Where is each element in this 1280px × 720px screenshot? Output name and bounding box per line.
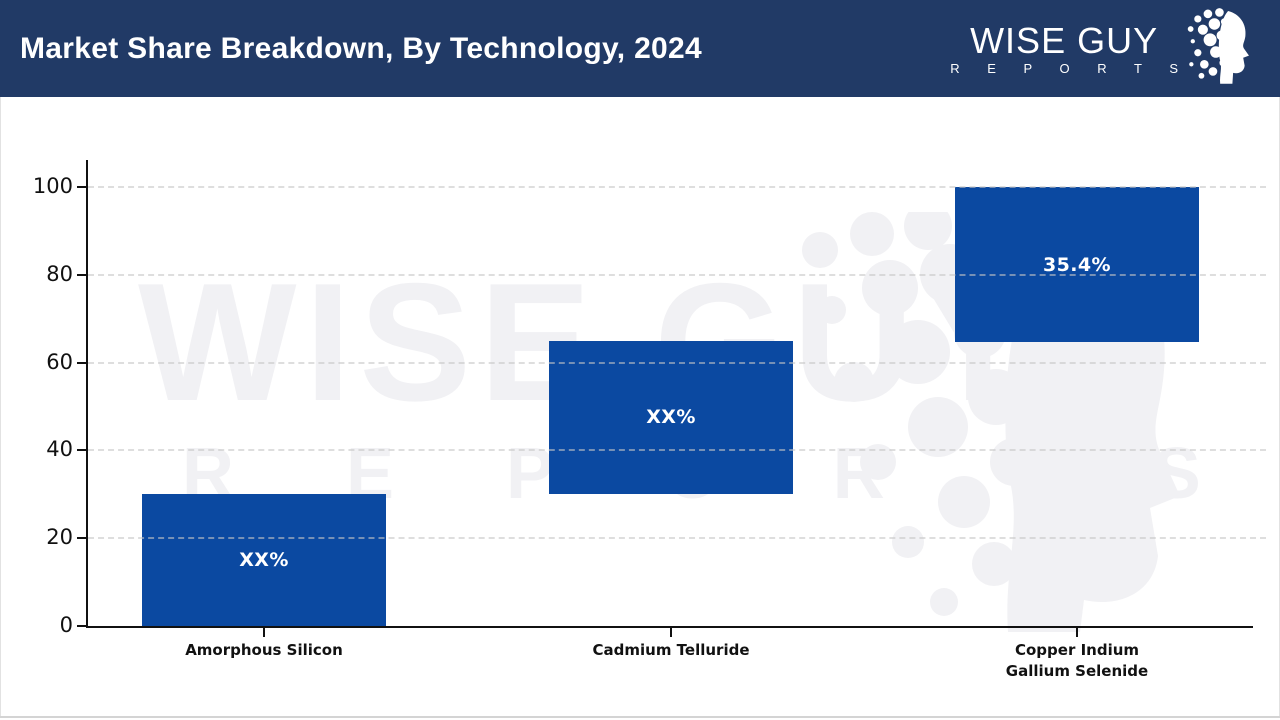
y-tick-40: [77, 449, 86, 452]
x-axis-spine: [86, 626, 1253, 628]
data-bar-2: XX%: [549, 340, 793, 495]
gridline-y20: [88, 537, 1266, 540]
page-border-left: [0, 97, 1, 718]
logo-text: WISE GUY R E P O R T S: [950, 19, 1178, 76]
gridline-y100: [88, 186, 1266, 188]
y-axis-spine: [86, 160, 88, 628]
y-tick-100: [77, 186, 86, 188]
y-tick-label-40: 40: [46, 437, 73, 462]
gridline-y80: [88, 273, 1266, 276]
y-tick-label-20: 20: [46, 525, 73, 550]
y-tick-80: [77, 273, 86, 276]
x-tick-3: [1076, 628, 1078, 637]
data-bar-3: 35.4%: [955, 187, 1199, 343]
gridline-y60: [88, 361, 1266, 364]
gridline-y40: [88, 449, 1266, 452]
bar-value-label: XX%: [646, 406, 696, 429]
page-title: Market Share Breakdown, By Technology, 2…: [20, 31, 703, 65]
x-category-label-3: Copper Indium Gallium Selenide: [1005, 641, 1149, 680]
wise-guy-logo: WISE GUY R E P O R T S: [950, 7, 1254, 91]
logo-subtitle: R E P O R T S: [950, 60, 1190, 76]
y-tick-0: [77, 625, 86, 627]
bar-value-label: XX%: [239, 549, 289, 572]
y-tick-20: [77, 537, 86, 540]
logo-face-icon: [1182, 7, 1254, 91]
data-bar-1: XX%: [142, 494, 386, 626]
x-category-label-1: Amorphous Silicon: [185, 641, 343, 659]
y-tick-label-80: 80: [46, 261, 73, 286]
x-category-label-2: Cadmium Telluride: [592, 641, 750, 659]
logo-wordmark: WISE GUY: [970, 19, 1159, 61]
y-tick-60: [77, 361, 86, 364]
page-border-bottom: [0, 716, 1280, 718]
bar-value-label: 35.4%: [1043, 253, 1111, 276]
y-tick-label-0: 0: [59, 613, 73, 637]
header-bar: Market Share Breakdown, By Technology, 2…: [0, 0, 1280, 97]
y-tick-label-60: 60: [46, 349, 73, 374]
y-tick-label-100: 100: [32, 174, 73, 198]
x-tick-2: [670, 628, 672, 637]
x-tick-1: [263, 628, 265, 637]
